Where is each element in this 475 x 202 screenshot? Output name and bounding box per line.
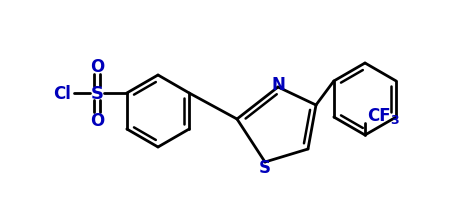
- Text: Cl: Cl: [53, 85, 71, 102]
- Text: O: O: [90, 112, 104, 129]
- Text: N: N: [271, 76, 285, 94]
- Text: S: S: [90, 85, 104, 102]
- Text: S: S: [259, 158, 271, 176]
- Text: CF: CF: [367, 106, 390, 124]
- Text: 3: 3: [390, 113, 399, 126]
- Text: O: O: [90, 58, 104, 76]
